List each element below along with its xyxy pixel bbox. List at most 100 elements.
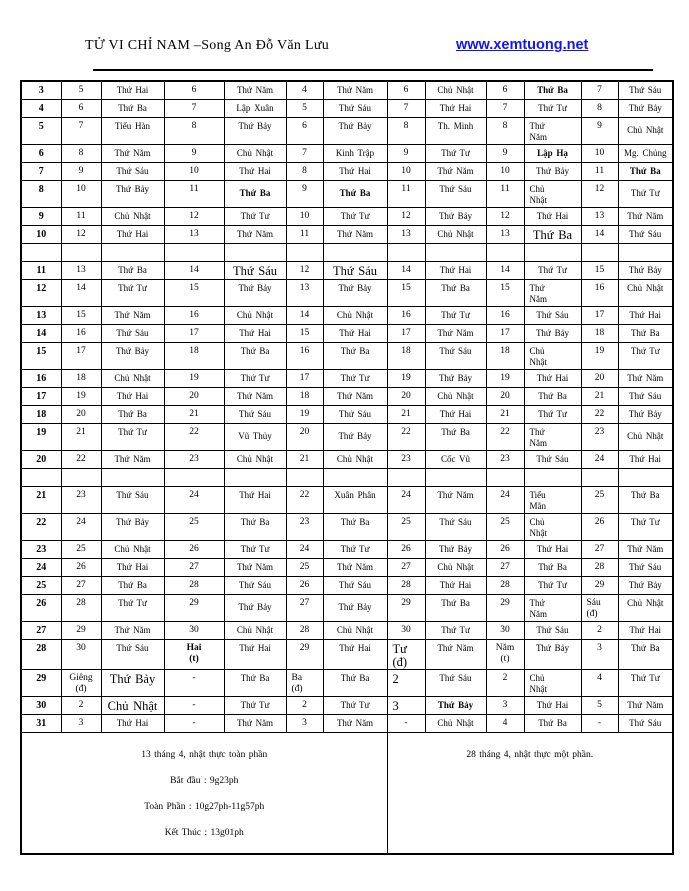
day-name-cell: Thứ Bảy xyxy=(322,116,388,145)
website-link[interactable]: www.xemtuong.net xyxy=(456,37,589,53)
day-number-cell: 6 xyxy=(285,116,324,145)
day-number-cell: 30 xyxy=(485,620,525,640)
day-number-cell xyxy=(580,467,619,487)
day-name-cell: Chủ Nhật xyxy=(424,80,487,100)
day-number-cell: 8 xyxy=(60,143,102,163)
day-number-cell: 3 xyxy=(580,638,619,670)
day-number-cell: 12 xyxy=(163,206,225,226)
day-number-cell: 20 xyxy=(285,422,324,451)
day-number-cell: 20 xyxy=(163,386,225,406)
day-number-cell: 2 xyxy=(285,695,324,715)
day-name-cell: Thứ Năm xyxy=(523,422,582,451)
day-number-cell: 14 xyxy=(285,305,324,325)
day-number-cell: 17 xyxy=(485,323,525,343)
day-name-cell: Thứ Tư xyxy=(523,98,582,118)
day-number-cell: 27 xyxy=(163,557,225,577)
day-name-cell: Thứ Sáu xyxy=(322,575,388,595)
day-number-cell: 5 xyxy=(580,695,619,715)
day-name-cell: Chủ Nhật xyxy=(424,386,487,406)
day-number-cell: 6 xyxy=(60,98,102,118)
day-number-cell: 15 xyxy=(285,323,324,343)
day-name-cell: Chủ Nhật xyxy=(617,116,674,145)
day-name-cell: Thứ Hai xyxy=(617,305,674,325)
day-number-cell: 23 xyxy=(386,449,426,469)
day-number-cell: 3 xyxy=(485,695,525,715)
solar-date-cell: 21 xyxy=(20,485,62,514)
calendar-row: 4 6 Thứ Ba 7 Lập Xuân 5 Thứ Sáu 7 Thứ Hai 7 Thứ Tư… xyxy=(20,98,674,118)
day-number-cell: 22 xyxy=(386,422,426,451)
solar-date-cell: 18 xyxy=(20,404,62,424)
day-name-cell: Thứ Năm xyxy=(523,593,582,622)
day-number-cell: 25 xyxy=(285,557,324,577)
day-name-cell: Thứ Năm xyxy=(100,143,165,163)
day-number-cell: 11 xyxy=(485,179,525,208)
day-number-cell: 17 xyxy=(60,341,102,370)
day-name-cell: Thứ Tư xyxy=(523,575,582,595)
day-number-cell: 27 xyxy=(285,593,324,622)
solar-date-cell: 26 xyxy=(20,593,62,622)
day-name-cell xyxy=(223,467,287,487)
day-number-cell: 27 xyxy=(386,557,426,577)
day-number-cell: 7 xyxy=(580,80,619,100)
eclipse-note-line: 13 tháng 4, nhật thực toàn phần xyxy=(141,749,268,760)
day-name-cell: Thứ Tư xyxy=(100,422,165,451)
day-number-cell: 6 xyxy=(485,80,525,100)
day-number-cell: 12 xyxy=(60,224,102,244)
day-name-cell: Thứ Bảy xyxy=(617,404,674,424)
calendar-row: 27 29 Thứ Năm 30 Chủ Nhật 28 Chủ Nhật 30 Thứ Tư 3… xyxy=(20,620,674,640)
solar-date-cell: 23 xyxy=(20,539,62,559)
day-name-cell: Thứ Năm xyxy=(223,386,287,406)
solar-date-cell: 3 xyxy=(20,80,62,100)
day-name-cell: Thứ Bảy xyxy=(617,260,674,280)
day-name-cell: Thứ Tư xyxy=(322,368,388,388)
day-name-cell: Thứ Sáu xyxy=(100,485,165,514)
day-number-cell: - xyxy=(386,713,426,733)
day-name-cell: Thứ Bảy xyxy=(424,539,487,559)
day-name-cell xyxy=(424,242,487,262)
day-name-cell xyxy=(223,242,287,262)
day-number-cell: 11 xyxy=(163,179,225,208)
day-number-cell: 19 xyxy=(580,341,619,370)
solar-date-cell: 9 xyxy=(20,206,62,226)
day-name-cell: Thứ Năm xyxy=(100,449,165,469)
day-number-cell xyxy=(285,242,324,262)
day-name-cell xyxy=(100,467,165,487)
day-number-cell: 9 xyxy=(580,116,619,145)
day-number-cell: 29 xyxy=(485,593,525,622)
day-name-cell: Thứ Tư xyxy=(523,260,582,280)
day-number-cell: 9 xyxy=(386,143,426,163)
header-divider xyxy=(93,69,653,71)
day-name-cell: Thứ Ba xyxy=(523,557,582,577)
day-name-cell: Chủ Nhật xyxy=(322,305,388,325)
day-number-cell: 13 xyxy=(485,224,525,244)
day-name-cell: Thứ Sáu xyxy=(223,575,287,595)
day-name-cell: Thứ Ba xyxy=(523,386,582,406)
day-number-cell: 26 xyxy=(285,575,324,595)
day-name-cell: Thứ Bảy xyxy=(424,368,487,388)
day-name-cell: Thứ Tư xyxy=(424,305,487,325)
day-number-cell: 25 xyxy=(60,539,102,559)
day-name-cell xyxy=(100,242,165,262)
day-number-cell: 11 xyxy=(580,161,619,181)
calendar-row: 21 23 Thứ Sáu 24 Thứ Hai 22 Xuân Phân 24 Thứ Năm… xyxy=(20,485,674,514)
solar-date-cell: 11 xyxy=(20,260,62,280)
calendar-row: 30 2 Chủ Nhật - Thứ Tư 2 Thứ Tư 3 Thứ Bảy 3 Thứ Ha… xyxy=(20,695,674,715)
calendar-row: 7 9 Thứ Sáu 10 Thứ Hai 8 Thứ Hai 10 Thứ Năm 10 Thứ… xyxy=(20,161,674,181)
day-number-cell: 20 xyxy=(386,386,426,406)
day-name-cell: Chủ Nhật xyxy=(523,512,582,541)
day-number-cell: 13 xyxy=(285,278,324,307)
day-number-cell: 7 xyxy=(386,98,426,118)
day-number-cell: 15 xyxy=(163,278,225,307)
calendar-row: 19 21 Thứ Tư 22 Vũ Thủy 20 Thứ Bảy 22 Thứ Ba 22 Th… xyxy=(20,422,674,451)
day-name-cell: Thứ Ba xyxy=(424,422,487,451)
day-name-cell: Thứ Bảy xyxy=(424,695,487,715)
day-name-cell: Thứ Năm xyxy=(523,278,582,307)
day-name-cell: Thứ Hai xyxy=(100,80,165,100)
day-name-cell: Thứ Hai xyxy=(523,206,582,226)
day-name-cell: Thứ Tư xyxy=(322,206,388,226)
eclipse-note-right: 28 tháng 4, nhật thực một phần. xyxy=(386,731,674,854)
day-name-cell xyxy=(617,467,674,487)
day-name-cell: Thứ Ba xyxy=(100,260,165,280)
day-name-cell: Thứ Tư xyxy=(223,368,287,388)
day-number-cell: 25 xyxy=(386,512,426,541)
